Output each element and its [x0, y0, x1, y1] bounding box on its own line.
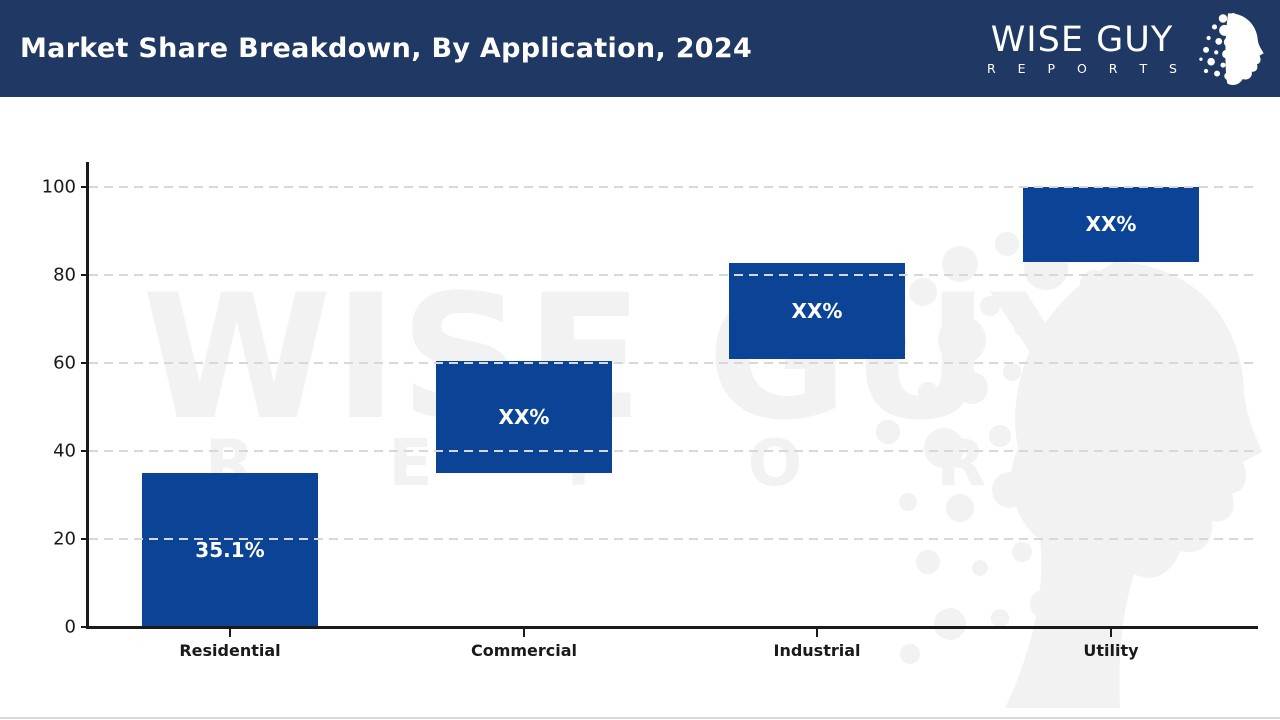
y-tick-label-100: 100: [41, 176, 76, 198]
bar-value-label-utility: XX%: [1085, 212, 1137, 237]
y-tick-mark-40: [81, 450, 89, 452]
y-axis-line: [86, 162, 89, 629]
x-tick-mark-residential: [229, 629, 231, 637]
logo-text: WISE GUY R E P O R T S: [978, 22, 1186, 76]
logo-subtitle: R E P O R T S: [986, 60, 1186, 76]
bar-value-label-residential: 35.1%: [195, 537, 265, 562]
y-tick-mark-60: [81, 362, 89, 364]
y-tick-label-40: 40: [53, 440, 76, 462]
bottom-border-line: [0, 717, 1280, 719]
y-tick-label-80: 80: [53, 264, 76, 286]
y-tick-mark-100: [81, 186, 89, 188]
y-tick-label-60: 60: [53, 352, 76, 374]
y-tick-label-0: 0: [64, 616, 76, 638]
x-category-label-residential: Residential: [179, 641, 281, 660]
gridline-60: [89, 362, 1258, 364]
bar-commercial: [436, 361, 612, 473]
x-category-label-industrial: Industrial: [773, 641, 861, 660]
y-tick-mark-0: [81, 626, 89, 628]
y-tick-mark-80: [81, 274, 89, 276]
x-tick-mark-industrial: [816, 629, 818, 637]
gridline-20: [89, 538, 1258, 540]
gridline-40: [89, 450, 1258, 452]
bar-value-label-commercial: XX%: [498, 404, 550, 429]
bar-residential: [142, 472, 318, 627]
logo-wordmark: WISE GUY: [990, 20, 1174, 61]
y-tick-label-20: 20: [53, 528, 76, 550]
gridline-100: [89, 186, 1258, 188]
bar-industrial: [729, 262, 905, 360]
logo-head-profile-icon: [1199, 12, 1264, 85]
x-tick-mark-commercial: [523, 629, 525, 637]
wise-guy-reports-logo: WISE GUY R E P O R T S: [978, 10, 1266, 88]
y-tick-mark-20: [81, 538, 89, 540]
gridline-80: [89, 274, 1258, 276]
x-tick-mark-utility: [1110, 629, 1112, 637]
bar-utility: [1023, 187, 1199, 262]
header-bar: Market Share Breakdown, By Application, …: [0, 0, 1280, 97]
x-category-label-utility: Utility: [1083, 641, 1139, 660]
page-title: Market Share Breakdown, By Application, …: [20, 33, 753, 64]
x-axis-line: [86, 626, 1258, 629]
bar-value-label-industrial: XX%: [791, 299, 843, 324]
x-category-label-commercial: Commercial: [470, 641, 578, 660]
